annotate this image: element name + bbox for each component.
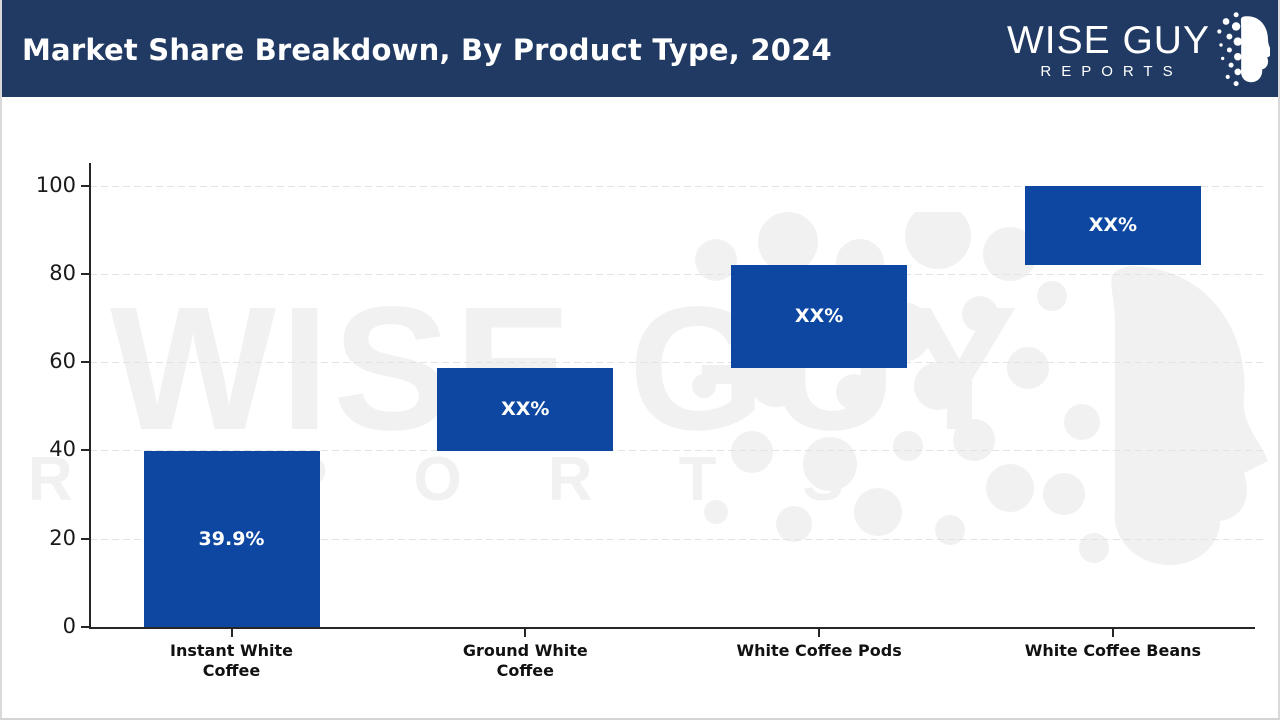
brand-logo: WISE GUY REPORTS bbox=[1007, 7, 1270, 93]
y-tick-label: 60 bbox=[49, 349, 76, 374]
x-category-label: Instant White Coffee bbox=[170, 641, 293, 680]
x-category-label: White Coffee Pods bbox=[736, 641, 902, 660]
x-tick-mark bbox=[1111, 629, 1114, 637]
y-tick-mark bbox=[81, 361, 89, 364]
y-tick-mark bbox=[81, 449, 89, 452]
y-axis-line bbox=[89, 163, 91, 629]
y-tick-mark bbox=[81, 626, 89, 628]
header-bar: Market Share Breakdown, By Product Type,… bbox=[2, 0, 1278, 97]
bar-value-label: XX% bbox=[1088, 214, 1138, 237]
bar-2: XX% bbox=[437, 367, 614, 451]
x-axis-line bbox=[89, 627, 1255, 629]
logo-head-icon bbox=[1217, 12, 1270, 87]
gridline bbox=[90, 185, 1266, 187]
bar-value-label: 39.9% bbox=[198, 527, 265, 550]
bar-4: XX% bbox=[1024, 185, 1201, 265]
bar-value-label: XX% bbox=[794, 305, 844, 328]
logo-subtext: REPORTS bbox=[1040, 63, 1183, 81]
bar-3: XX% bbox=[731, 264, 908, 368]
gridline bbox=[90, 450, 1266, 452]
y-tick-mark bbox=[81, 184, 89, 187]
brand-logo-text: WISE GUY REPORTS bbox=[1006, 18, 1210, 81]
logo-wordmark: WISE GUY bbox=[1006, 18, 1210, 62]
y-tick-label: 80 bbox=[49, 260, 76, 285]
x-tick-mark bbox=[818, 629, 821, 637]
chart-title: Market Share Breakdown, By Product Type,… bbox=[22, 33, 832, 67]
y-tick-label: 0 bbox=[62, 614, 76, 638]
bar-value-label: XX% bbox=[501, 398, 550, 421]
bar-1: 39.9% bbox=[143, 450, 320, 627]
y-tick-mark bbox=[81, 537, 89, 540]
y-tick-label: 40 bbox=[49, 437, 76, 462]
y-tick-label: 20 bbox=[49, 525, 76, 550]
watermark-head-icon bbox=[692, 212, 1268, 566]
y-tick-label: 100 bbox=[35, 172, 76, 197]
gridline bbox=[90, 362, 1266, 364]
gridline bbox=[90, 538, 1266, 540]
gridline bbox=[90, 273, 1266, 275]
x-tick-mark bbox=[524, 629, 527, 637]
x-category-label: Ground White Coffee bbox=[462, 641, 588, 680]
x-category-label: White Coffee Beans bbox=[1024, 641, 1202, 660]
x-tick-mark bbox=[230, 629, 233, 637]
y-tick-mark bbox=[81, 272, 89, 275]
